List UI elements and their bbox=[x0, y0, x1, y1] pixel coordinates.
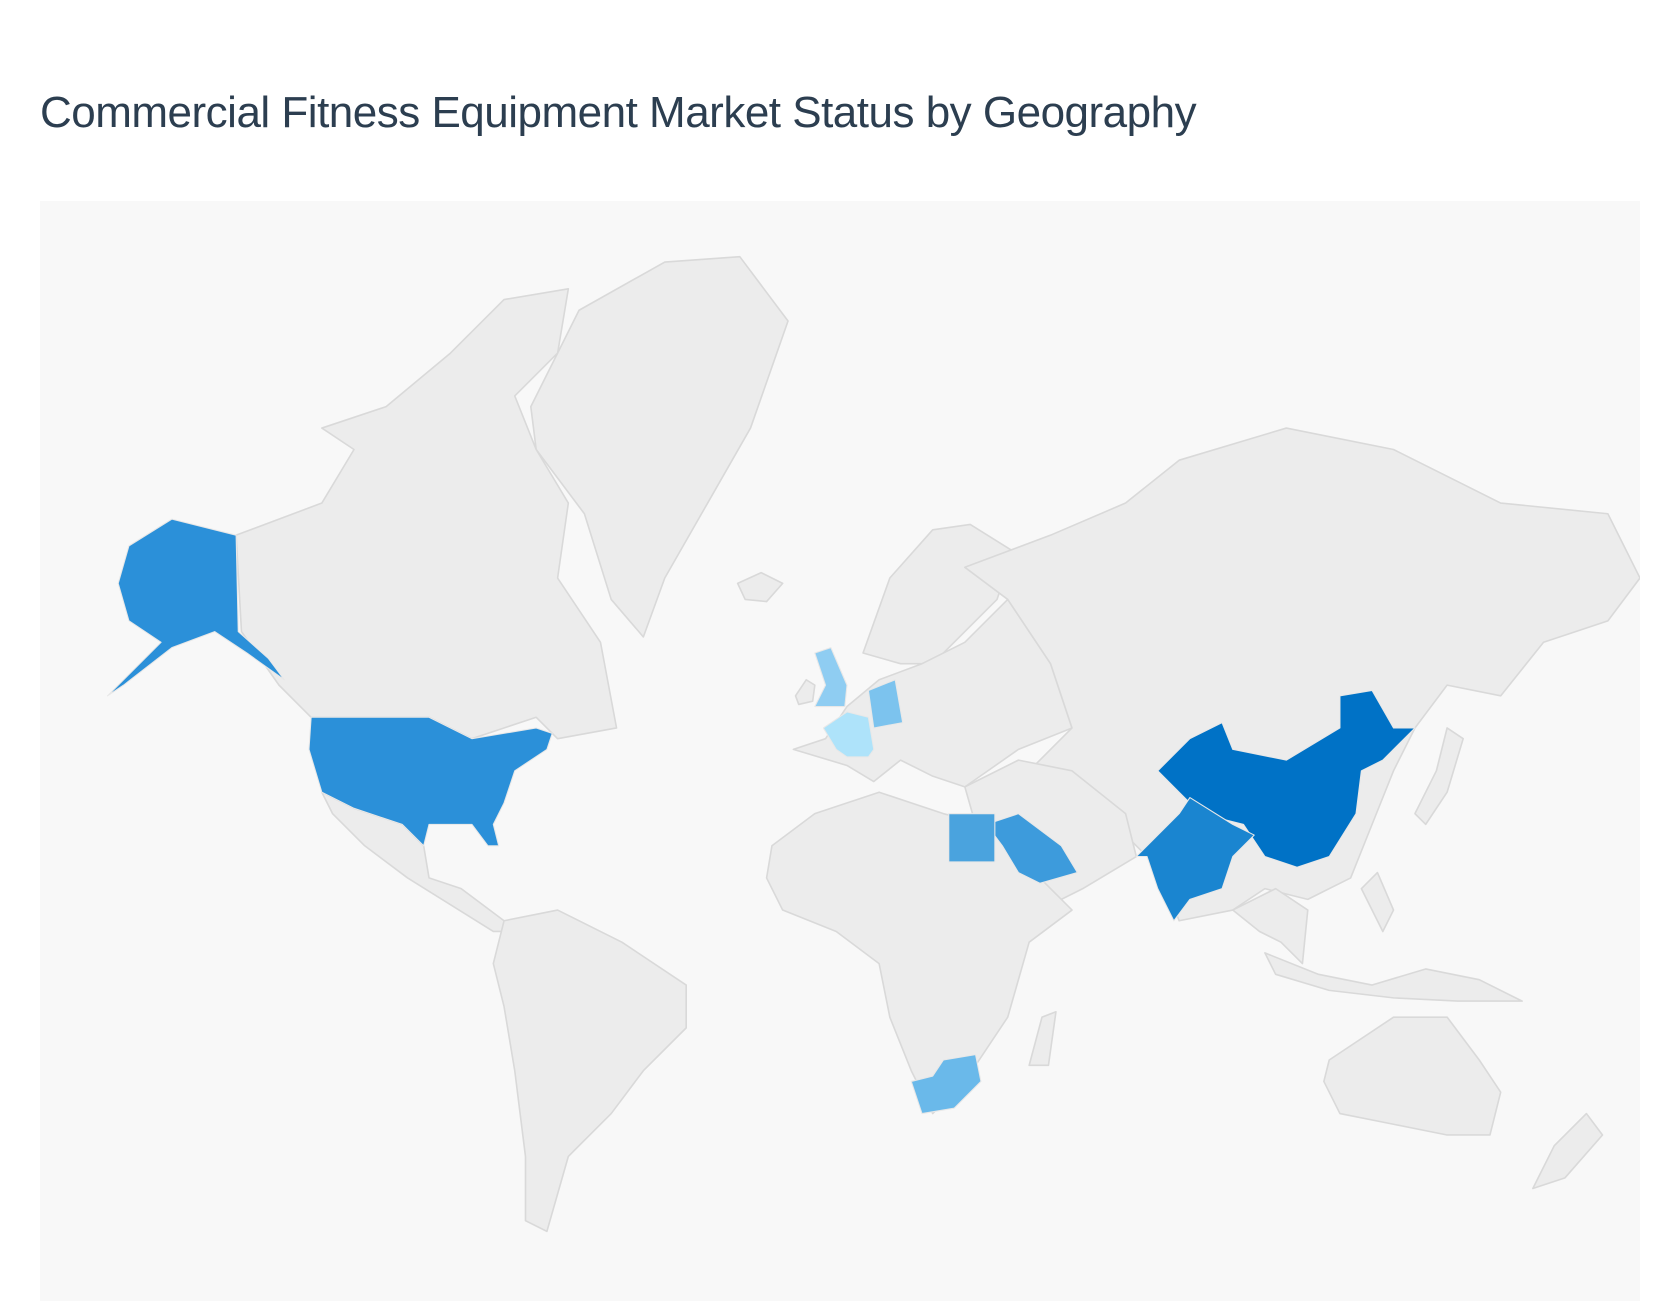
australia[interactable] bbox=[1323, 1016, 1502, 1136]
world-map-svg bbox=[106, 255, 1640, 1233]
iceland[interactable] bbox=[736, 571, 784, 603]
region-france[interactable] bbox=[822, 711, 875, 758]
region-india[interactable] bbox=[1135, 797, 1255, 922]
region-saudi-arabia[interactable] bbox=[985, 813, 1078, 884]
new-zealand[interactable] bbox=[1532, 1112, 1604, 1190]
south-america[interactable] bbox=[492, 909, 688, 1233]
indonesia[interactable] bbox=[1264, 952, 1523, 1002]
madagascar[interactable] bbox=[1028, 1011, 1057, 1067]
region-south-africa[interactable] bbox=[910, 1054, 982, 1115]
region-germany[interactable] bbox=[867, 679, 904, 729]
japan[interactable] bbox=[1414, 727, 1464, 826]
region-united-states[interactable] bbox=[106, 518, 285, 697]
region-china[interactable] bbox=[1157, 689, 1416, 868]
region-egypt[interactable] bbox=[948, 813, 996, 863]
region-united-states[interactable] bbox=[308, 716, 553, 847]
ireland[interactable] bbox=[794, 678, 816, 706]
page-title: Commercial Fitness Equipment Market Stat… bbox=[40, 88, 1197, 137]
philippines[interactable] bbox=[1360, 871, 1395, 933]
greenland[interactable] bbox=[530, 255, 789, 638]
region-united-kingdom[interactable] bbox=[814, 647, 848, 708]
world-map[interactable] bbox=[40, 201, 1640, 1301]
africa[interactable] bbox=[765, 791, 1073, 1115]
southeast-asia[interactable] bbox=[1231, 887, 1309, 965]
